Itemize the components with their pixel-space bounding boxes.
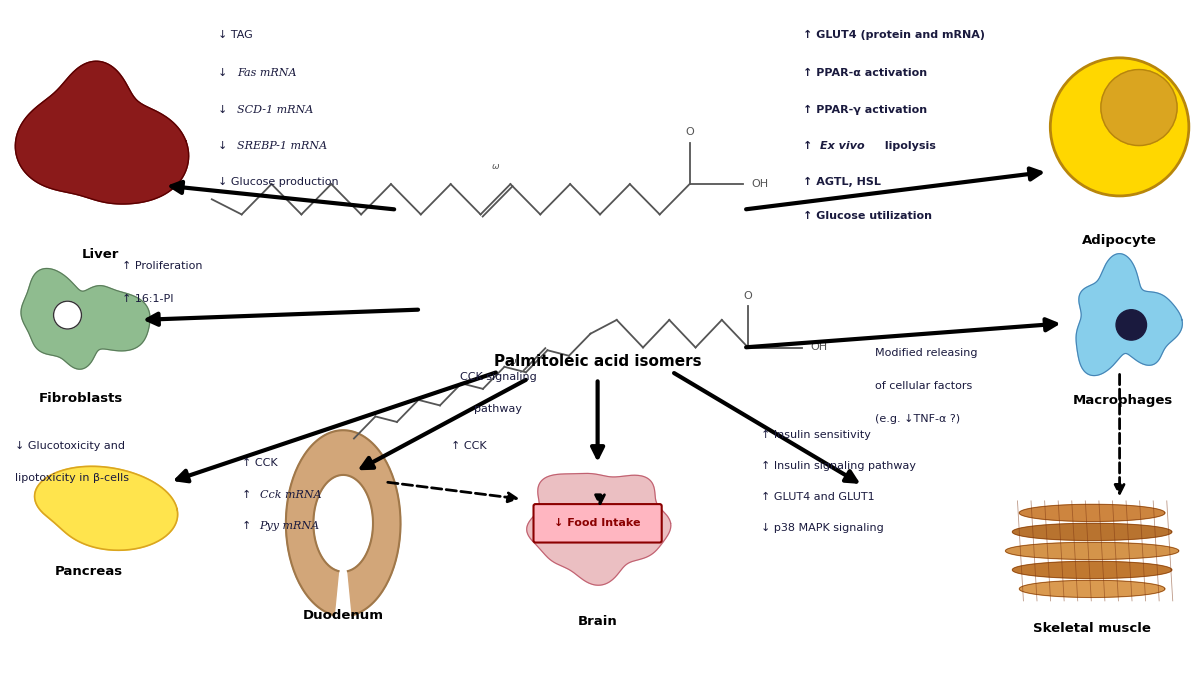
- Text: Cck mRNA: Cck mRNA: [259, 489, 322, 500]
- Text: ↑ CCK: ↑ CCK: [451, 441, 486, 450]
- Text: ↑: ↑: [803, 140, 816, 151]
- Text: CCK signaling: CCK signaling: [460, 372, 536, 382]
- Text: ↑ Proliferation: ↑ Proliferation: [122, 261, 203, 271]
- Text: Liver: Liver: [82, 247, 120, 261]
- Polygon shape: [286, 430, 401, 615]
- Circle shape: [54, 301, 82, 329]
- Text: ↓: ↓: [217, 105, 230, 115]
- Text: ↑ PPAR-γ activation: ↑ PPAR-γ activation: [803, 105, 928, 115]
- Text: ↑ GLUT4 and GLUT1: ↑ GLUT4 and GLUT1: [761, 492, 875, 502]
- Text: ↑: ↑: [241, 489, 254, 500]
- Text: OH: OH: [751, 179, 769, 189]
- Text: pathway: pathway: [474, 404, 522, 414]
- Text: ↑ CCK: ↑ CCK: [241, 458, 277, 468]
- Text: Brain: Brain: [577, 615, 618, 628]
- Text: of cellular factors: of cellular factors: [875, 381, 972, 391]
- Polygon shape: [1020, 505, 1165, 521]
- Text: ↓ Food Intake: ↓ Food Intake: [554, 518, 641, 528]
- Text: ↑ 16:1-PI: ↑ 16:1-PI: [122, 294, 174, 304]
- Text: ↓: ↓: [217, 140, 230, 151]
- Polygon shape: [1006, 542, 1178, 559]
- FancyBboxPatch shape: [534, 504, 661, 543]
- Text: Palmitoleic acid isomers: Palmitoleic acid isomers: [493, 354, 702, 369]
- Text: ↓ p38 MAPK signaling: ↓ p38 MAPK signaling: [761, 523, 884, 533]
- Text: ↑ PPAR-α activation: ↑ PPAR-α activation: [803, 68, 928, 79]
- Text: lipotoxicity in β-cells: lipotoxicity in β-cells: [14, 473, 128, 483]
- Text: Duodenum: Duodenum: [302, 610, 384, 623]
- Text: Pancreas: Pancreas: [55, 564, 122, 578]
- Polygon shape: [527, 473, 671, 585]
- Text: ↓ Glucotoxicity and: ↓ Glucotoxicity and: [14, 441, 125, 450]
- Text: ↑: ↑: [241, 521, 254, 531]
- Polygon shape: [16, 61, 188, 204]
- Text: ω: ω: [509, 357, 516, 366]
- Text: ↑ Insulin signaling pathway: ↑ Insulin signaling pathway: [761, 461, 917, 471]
- Text: Ex vivo: Ex vivo: [820, 140, 864, 151]
- Polygon shape: [22, 268, 150, 369]
- Text: O: O: [744, 291, 752, 301]
- Polygon shape: [1013, 562, 1171, 578]
- Text: ↑ Insulin sensitivity: ↑ Insulin sensitivity: [761, 430, 871, 441]
- Text: ↑ AGTL, HSL: ↑ AGTL, HSL: [803, 177, 881, 186]
- Text: O: O: [685, 127, 694, 138]
- Polygon shape: [1076, 254, 1182, 375]
- Text: Fas mRNA: Fas mRNA: [236, 68, 296, 79]
- Text: Modified releasing: Modified releasing: [875, 348, 977, 357]
- Circle shape: [1050, 58, 1189, 196]
- Text: OH: OH: [810, 343, 827, 352]
- Text: ↑ Glucose utilization: ↑ Glucose utilization: [803, 211, 932, 221]
- Polygon shape: [1013, 523, 1171, 541]
- Text: Macrophages: Macrophages: [1073, 394, 1174, 407]
- Text: ↑ GLUT4 (protein and mRNA): ↑ GLUT4 (protein and mRNA): [803, 31, 985, 40]
- Text: ↓ TAG: ↓ TAG: [217, 31, 252, 40]
- Circle shape: [1100, 70, 1177, 145]
- Text: lipolysis: lipolysis: [881, 140, 936, 151]
- Text: Skeletal muscle: Skeletal muscle: [1033, 622, 1151, 635]
- Text: ω: ω: [492, 163, 499, 172]
- Text: Adipocyte: Adipocyte: [1082, 234, 1157, 247]
- Circle shape: [1116, 310, 1146, 340]
- Text: (e.g. ↓TNF-α ?): (e.g. ↓TNF-α ?): [875, 414, 960, 424]
- Polygon shape: [1020, 580, 1165, 598]
- Text: ↓: ↓: [217, 68, 230, 79]
- Text: SREBP-1 mRNA: SREBP-1 mRNA: [236, 140, 328, 151]
- Text: Pyy mRNA: Pyy mRNA: [259, 521, 319, 531]
- Text: Fibroblasts: Fibroblasts: [38, 392, 122, 405]
- Polygon shape: [35, 466, 178, 550]
- Text: SCD-1 mRNA: SCD-1 mRNA: [236, 105, 313, 115]
- Text: ↓ Glucose production: ↓ Glucose production: [217, 177, 338, 186]
